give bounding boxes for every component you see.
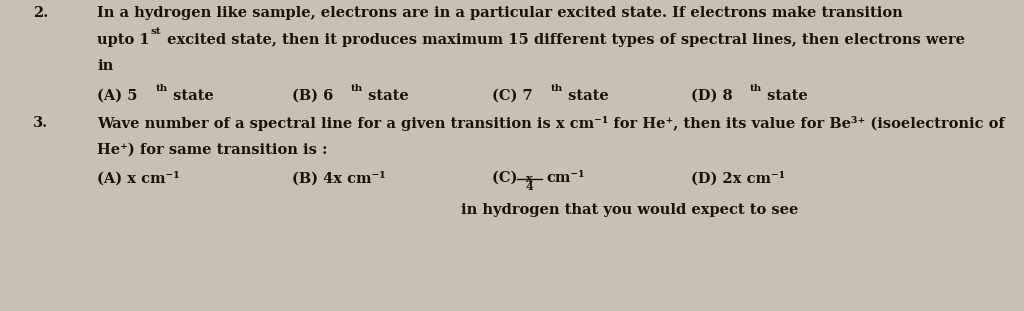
Text: (A) 5: (A) 5 bbox=[97, 89, 138, 103]
Text: Wave number of a spectral line for a given transition is x cm⁻¹ for He⁺, then it: Wave number of a spectral line for a giv… bbox=[97, 116, 1005, 131]
Text: th: th bbox=[750, 84, 762, 93]
Text: (B) 4x cm⁻¹: (B) 4x cm⁻¹ bbox=[292, 171, 385, 185]
Text: excited state, then it produces maximum 15 different types of spectral lines, th: excited state, then it produces maximum … bbox=[162, 33, 965, 47]
Text: (A) x cm⁻¹: (A) x cm⁻¹ bbox=[97, 171, 180, 185]
Text: state: state bbox=[563, 89, 608, 103]
Text: 2.: 2. bbox=[33, 6, 48, 20]
Text: th: th bbox=[551, 84, 562, 93]
Text: (C): (C) bbox=[492, 171, 522, 185]
Text: 3.: 3. bbox=[33, 116, 48, 130]
Text: state: state bbox=[362, 89, 409, 103]
Text: state: state bbox=[762, 89, 808, 103]
Text: in hydrogen that you would expect to see: in hydrogen that you would expect to see bbox=[461, 203, 798, 217]
Text: x: x bbox=[526, 173, 532, 184]
Text: (C) 7: (C) 7 bbox=[492, 89, 532, 103]
Text: In a hydrogen like sample, electrons are in a particular excited state. If elect: In a hydrogen like sample, electrons are… bbox=[97, 6, 903, 20]
Text: (D) 2x cm⁻¹: (D) 2x cm⁻¹ bbox=[691, 171, 785, 185]
Text: He⁺) for same transition is :: He⁺) for same transition is : bbox=[97, 143, 328, 157]
Text: 4: 4 bbox=[525, 181, 534, 192]
Text: (D) 8: (D) 8 bbox=[691, 89, 733, 103]
Text: th: th bbox=[156, 84, 168, 93]
Text: upto 1: upto 1 bbox=[97, 33, 150, 47]
Text: in: in bbox=[97, 59, 114, 73]
Text: cm⁻¹: cm⁻¹ bbox=[547, 171, 586, 185]
Text: st: st bbox=[151, 27, 161, 36]
Text: state: state bbox=[168, 89, 214, 103]
Text: th: th bbox=[350, 84, 362, 93]
Text: (B) 6: (B) 6 bbox=[292, 89, 333, 103]
